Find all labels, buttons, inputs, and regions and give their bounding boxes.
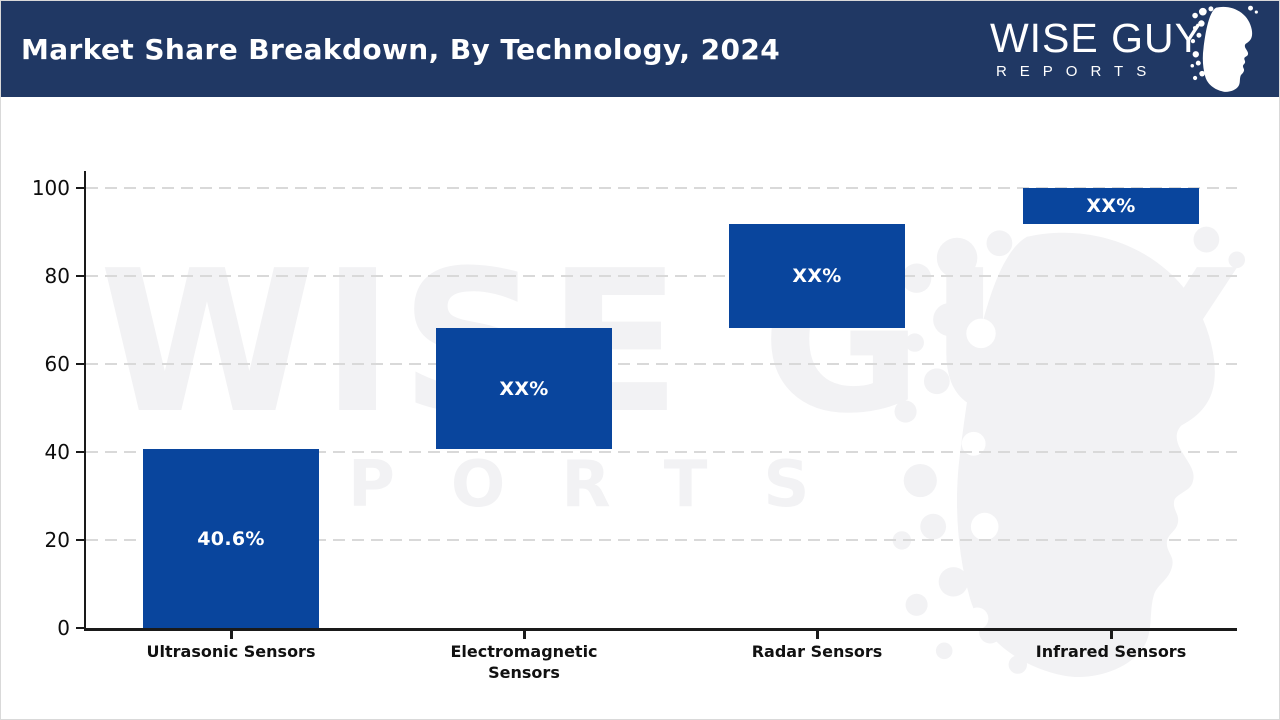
waterfall-bar: 40.6% [143,449,319,628]
y-tick-label: 20 [44,528,70,552]
logo-subtitle-text: REPORTS [995,63,1160,80]
y-tick-mark [76,539,84,541]
y-tick-label: 40 [44,440,70,464]
y-gridline [86,539,1237,541]
y-tick-label: 0 [57,616,70,640]
x-category-label: Radar Sensors [751,642,883,661]
y-gridline [86,451,1237,453]
x-axis-line [84,628,1237,631]
wiseguy-logo: WISE GUY REPORTS [990,5,1261,93]
y-tick-label: 80 [44,264,70,288]
watermark-face-image [892,226,1246,678]
x-tick-mark [523,631,526,639]
waterfall-bar: XX% [1023,188,1199,225]
x-category-label: Infrared Sensors [1035,642,1187,661]
y-tick-mark [76,363,84,365]
bar-value-label: XX% [1086,195,1136,218]
header-banner: Market Share Breakdown, By Technology, 2… [1,1,1279,97]
logo-face-icon [1190,5,1258,92]
y-tick-mark [76,451,84,453]
x-tick-mark [816,631,819,639]
x-category-label: Ultrasonic Sensors [146,642,316,661]
logo-name-text: WISE GUY [989,15,1203,61]
x-tick-mark [230,631,233,639]
y-gridline [86,275,1237,277]
bar-value-label: 40.6% [197,527,265,550]
y-gridline [86,187,1237,189]
y-tick-mark [76,275,84,277]
x-category-label: Electromagnetic Sensors [450,642,598,682]
y-tick-mark [76,627,84,629]
y-gridline [86,363,1237,365]
chart-area: WISE GUY REPORTS 0 20 40 60 80 100 40.6% Ultras… [1,97,1279,719]
page-title: Market Share Breakdown, By Technology, 2… [21,32,781,66]
waterfall-bar: XX% [436,327,612,450]
y-tick-label: 60 [44,352,70,376]
logo-wordmark: WISE GUY REPORTS [989,15,1203,81]
y-tick-label: 100 [31,176,70,200]
y-tick-mark [76,187,84,189]
y-axis-line [84,171,86,631]
bar-value-label: XX% [792,264,842,287]
waterfall-bar: XX% [729,224,905,328]
bar-value-label: XX% [499,377,549,400]
x-tick-mark [1110,631,1113,639]
